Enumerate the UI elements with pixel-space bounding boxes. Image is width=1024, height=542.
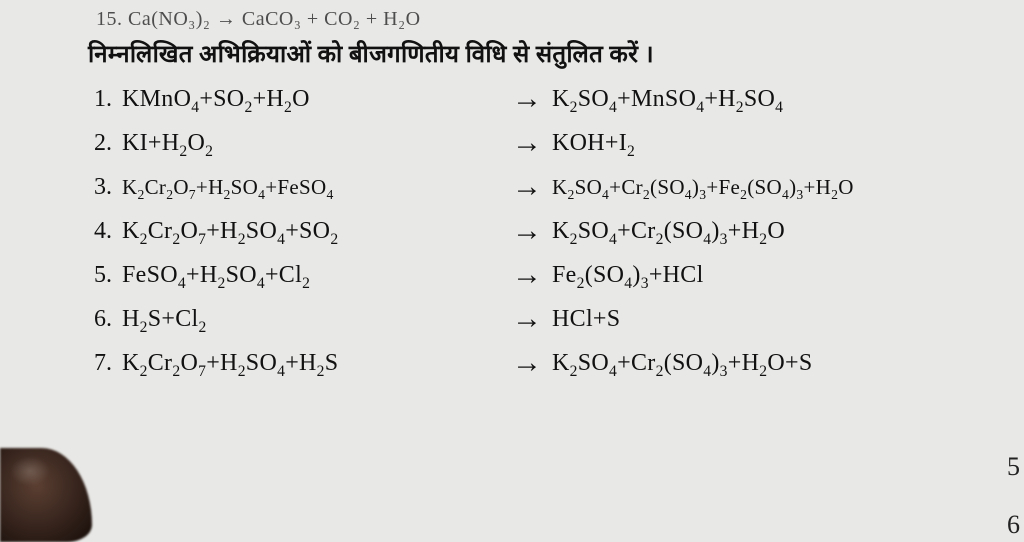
truncated-previous-line: 15. Ca(NO₃)₂ → CaCO₃ + CO₂ + H₂O <box>96 8 980 31</box>
equation-number: 4. <box>86 218 122 245</box>
equation-number: 6. <box>86 306 122 333</box>
equation-rhs: K2SO4+Cr2(SO4)3+Fe2(SO4)3+H2O <box>552 175 980 200</box>
margin-number-5: 5 <box>1007 452 1020 482</box>
equation-rhs: K2SO4+Cr2(SO4)3+H2O+S <box>552 350 980 377</box>
equation-rhs: K2SO4+MnSO4+H2SO4 <box>552 86 980 113</box>
equation-rhs: KOH+I2 <box>552 130 980 157</box>
equation-list: 1.KMnO4+SO2+H2O→K2SO4+MnSO4+H2SO42.KI+H2… <box>86 84 980 378</box>
arrow-icon: → <box>502 304 552 334</box>
equation-lhs: H2S+Cl2 <box>122 306 502 333</box>
equation-rhs: HCl+S <box>552 306 980 333</box>
arrow-icon: → <box>502 348 552 378</box>
equation-lhs: KI+H2O2 <box>122 130 502 157</box>
equation-lhs: K2Cr2O7+H2SO4+FeSO4 <box>122 175 502 200</box>
arrow-icon: → <box>502 172 552 202</box>
equation-lhs: K2Cr2O7+H2SO4+SO2 <box>122 218 502 245</box>
equation-rhs: K2SO4+Cr2(SO4)3+H2O <box>552 218 980 245</box>
equation-number: 2. <box>86 130 122 157</box>
equation-lhs: KMnO4+SO2+H2O <box>122 86 502 113</box>
equation-lhs: K2Cr2O7+H2SO4+H2S <box>122 350 502 377</box>
equation-number: 7. <box>86 350 122 377</box>
equation-lhs: FeSO4+H2SO4+Cl2 <box>122 262 502 289</box>
page-content: 15. Ca(NO₃)₂ → CaCO₃ + CO₂ + H₂O निम्नलि… <box>60 0 1000 378</box>
arrow-icon: → <box>502 128 552 158</box>
equation-number: 5. <box>86 262 122 289</box>
equation-rhs: Fe2(SO4)3+HCl <box>552 262 980 289</box>
margin-number-6: 6 <box>1007 510 1020 540</box>
question-heading: निम्नलिखित अभिक्रियाओं को बीजगणितीय विधि… <box>88 37 980 70</box>
photographer-thumb <box>0 448 92 542</box>
arrow-icon: → <box>502 84 552 114</box>
equation-number: 3. <box>86 174 122 201</box>
arrow-icon: → <box>502 260 552 290</box>
equation-number: 1. <box>86 86 122 113</box>
arrow-icon: → <box>502 216 552 246</box>
